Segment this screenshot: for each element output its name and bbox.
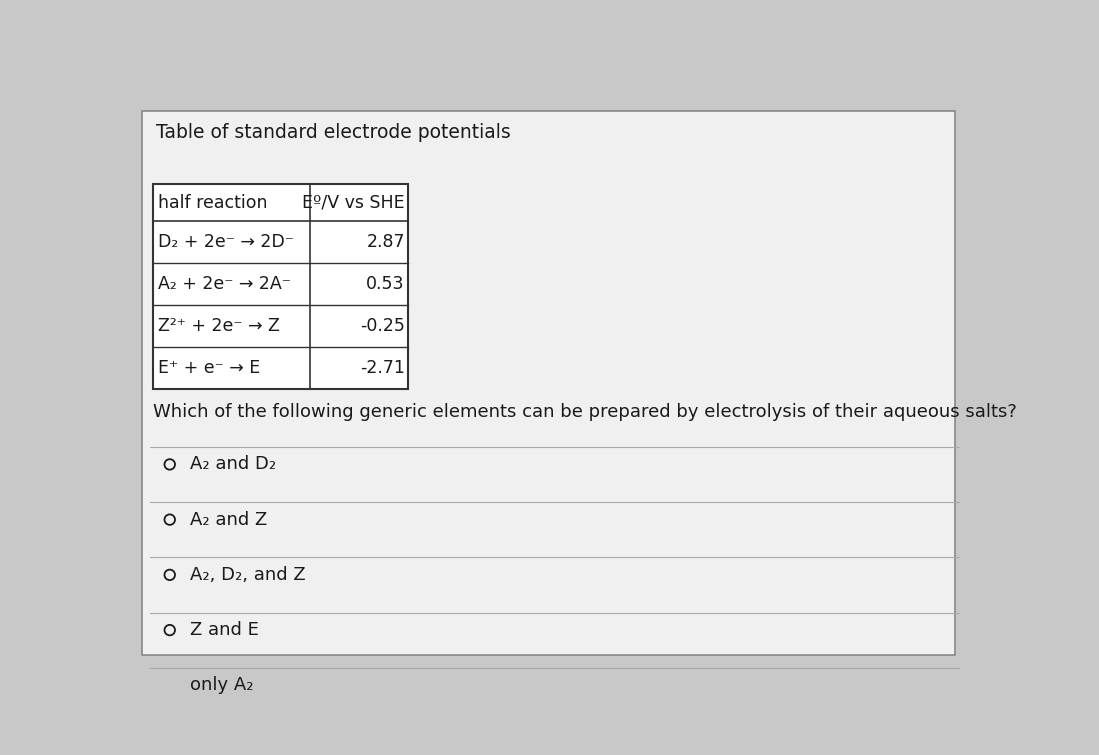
- Text: 0.53: 0.53: [366, 275, 404, 293]
- Text: Z²⁺ + 2e⁻ → Z: Z²⁺ + 2e⁻ → Z: [158, 317, 279, 335]
- Text: Z and E: Z and E: [190, 621, 259, 639]
- Text: D₂ + 2e⁻ → 2D⁻: D₂ + 2e⁻ → 2D⁻: [158, 233, 293, 251]
- Text: -2.71: -2.71: [360, 359, 404, 377]
- Text: E⁺ + e⁻ → E: E⁺ + e⁻ → E: [158, 359, 260, 377]
- Text: A₂ + 2e⁻ → 2A⁻: A₂ + 2e⁻ → 2A⁻: [158, 275, 291, 293]
- Text: A₂, D₂, and Z: A₂, D₂, and Z: [190, 565, 306, 584]
- Text: 2.87: 2.87: [366, 233, 404, 251]
- Text: Table of standard electrode potentials: Table of standard electrode potentials: [156, 122, 511, 142]
- Text: A₂ and D₂: A₂ and D₂: [190, 455, 276, 473]
- Text: only A₂: only A₂: [190, 676, 254, 695]
- Text: A₂ and Z: A₂ and Z: [190, 510, 267, 528]
- Text: Which of the following generic elements can be prepared by electrolysis of their: Which of the following generic elements …: [153, 403, 1017, 421]
- Text: -0.25: -0.25: [360, 317, 404, 335]
- Text: half reaction: half reaction: [158, 193, 267, 211]
- Bar: [153, 183, 408, 389]
- Text: Eº/V vs SHE: Eº/V vs SHE: [302, 193, 404, 211]
- FancyBboxPatch shape: [142, 111, 955, 655]
